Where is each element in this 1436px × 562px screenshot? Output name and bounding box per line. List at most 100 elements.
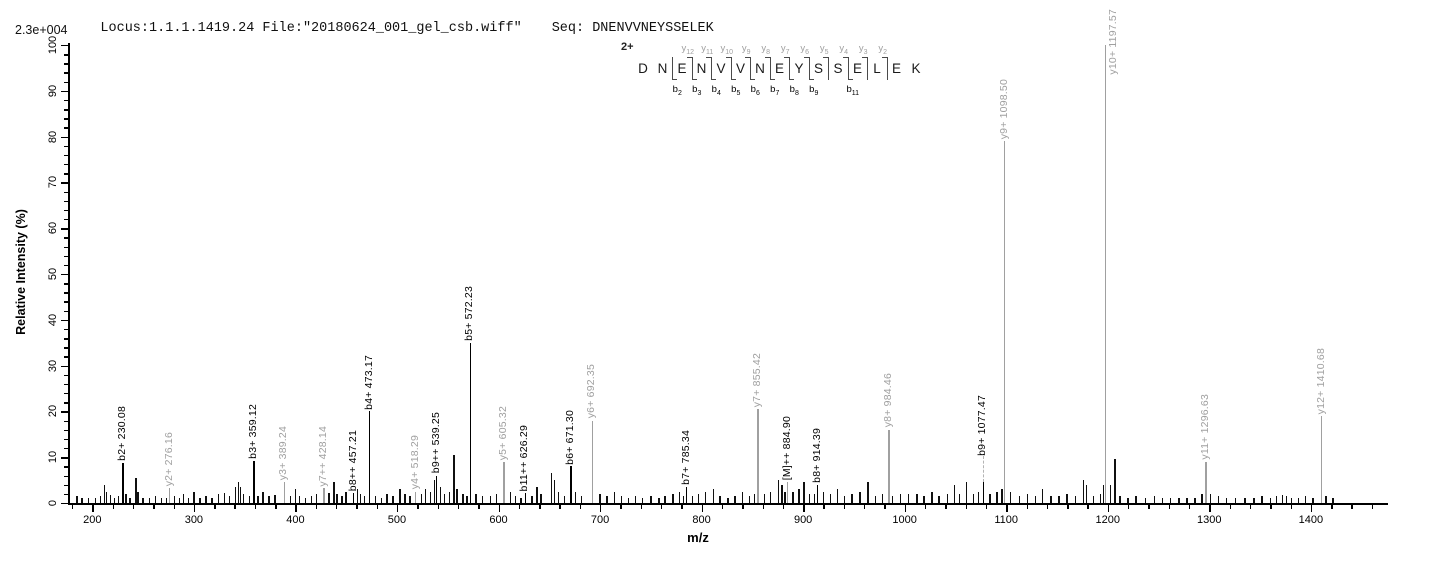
noise-peak	[1186, 497, 1188, 503]
noise-peak	[1135, 496, 1137, 503]
x-minor-tick	[1067, 504, 1069, 509]
noise-peak	[792, 491, 794, 503]
y-minor-tick	[64, 72, 69, 74]
y-minor-tick	[64, 301, 69, 303]
x-minor-tick	[843, 504, 846, 509]
noise-peak	[1082, 480, 1085, 503]
y-minor-tick	[64, 81, 69, 84]
noise-peak	[304, 497, 307, 503]
x-minor-tick	[478, 504, 480, 509]
y-minor-tick	[64, 54, 69, 56]
noise-peak	[1058, 496, 1060, 503]
noise-peak	[891, 496, 894, 503]
noise-peak	[658, 498, 660, 503]
noise-peak	[374, 496, 377, 503]
noise-peak	[1066, 493, 1068, 503]
peak-line	[591, 420, 593, 503]
noise-peak	[289, 496, 292, 503]
noise-peak	[420, 493, 423, 503]
x-minor-tick	[457, 504, 460, 509]
x-minor-tick	[579, 504, 582, 509]
noise-peak	[867, 482, 869, 503]
y-tick-label: 10	[47, 451, 59, 464]
peak-label: b11++ 626.29	[518, 424, 531, 491]
x-major-tick	[498, 504, 500, 512]
y-minor-tick	[64, 347, 69, 349]
x-minor-tick	[985, 504, 988, 509]
peak-line	[1104, 45, 1106, 503]
noise-peak	[803, 482, 805, 503]
noise-peak	[989, 493, 991, 503]
noise-peak	[953, 484, 956, 503]
noise-peak	[1153, 496, 1156, 503]
noise-peak	[808, 493, 810, 503]
y-major-tick	[61, 274, 69, 276]
noise-peak	[142, 498, 144, 503]
noise-peak	[475, 493, 477, 503]
y-minor-tick	[64, 475, 69, 477]
noise-peak	[798, 489, 800, 503]
y-major-tick	[61, 503, 69, 505]
noise-peak	[274, 494, 276, 503]
y-minor-tick	[64, 164, 69, 166]
noise-peak	[1119, 496, 1121, 503]
noise-peak	[148, 497, 150, 503]
noise-peak	[399, 489, 401, 503]
y-minor-tick	[64, 63, 69, 65]
x-minor-tick	[1026, 504, 1028, 509]
peak-label: y9+ 1098.50	[997, 78, 1010, 140]
y-major-tick	[61, 90, 69, 93]
noise-peak	[813, 493, 815, 503]
x-tick-label: 800	[692, 514, 711, 526]
y-minor-tick	[64, 246, 69, 248]
noise-peak	[829, 493, 832, 503]
noise-peak	[234, 486, 237, 503]
noise-peak	[844, 496, 846, 503]
y-major-tick	[61, 136, 69, 138]
x-tick-label: 1300	[1197, 514, 1222, 526]
peak-label: b8+ 914.39	[810, 427, 823, 483]
peak-label: y12+ 1410.68	[1314, 347, 1327, 414]
y-minor-tick	[64, 292, 69, 294]
peak-label: [M]++ 884.90	[780, 416, 793, 481]
y-tick-label: 70	[47, 176, 59, 189]
x-major-tick	[1006, 504, 1008, 512]
x-minor-tick	[1270, 504, 1272, 509]
noise-peak	[1235, 498, 1237, 503]
noise-peak	[178, 497, 181, 503]
x-axis-line	[69, 503, 1388, 505]
noise-peak	[262, 491, 264, 503]
peak-line	[436, 475, 438, 503]
x-tick-label: 600	[489, 514, 508, 526]
peak-label: b6+ 671.30	[563, 409, 576, 465]
peak-line	[524, 492, 526, 503]
noise-peak	[356, 489, 359, 503]
noise-peak	[908, 493, 910, 503]
x-minor-tick	[1168, 504, 1171, 509]
y-minor-tick	[64, 493, 69, 496]
noise-peak	[734, 496, 736, 503]
peak-line	[570, 466, 572, 503]
x-minor-tick	[1128, 504, 1130, 509]
noise-peak	[333, 482, 335, 503]
y-minor-tick	[64, 219, 69, 221]
peak-line	[352, 492, 355, 503]
noise-peak	[160, 498, 163, 503]
noise-peak	[946, 493, 948, 503]
x-minor-tick	[1351, 504, 1353, 509]
noise-peak	[1209, 493, 1211, 503]
noise-peak	[978, 491, 980, 503]
noise-peak	[1102, 484, 1105, 503]
noise-peak	[87, 497, 89, 503]
peak-label: b9+ 1077.47	[976, 394, 989, 456]
y-minor-tick	[64, 118, 69, 120]
x-tick-label: 700	[590, 514, 610, 526]
y-minor-tick	[64, 448, 69, 450]
noise-peak	[916, 493, 918, 503]
x-tick-label: 1200	[1095, 514, 1120, 526]
peak-line	[283, 482, 286, 503]
noise-peak	[1042, 489, 1044, 503]
y-minor-tick	[64, 466, 69, 468]
noise-peak	[1114, 459, 1116, 503]
